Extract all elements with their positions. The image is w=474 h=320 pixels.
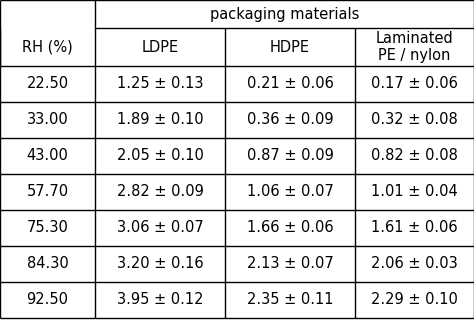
Text: 0.87 ± 0.09: 0.87 ± 0.09 (246, 148, 333, 164)
Text: 2.82 ± 0.09: 2.82 ± 0.09 (117, 185, 203, 199)
Text: 1.01 ± 0.04: 1.01 ± 0.04 (371, 185, 458, 199)
Text: 2.13 ± 0.07: 2.13 ± 0.07 (246, 257, 333, 271)
Text: 43.00: 43.00 (27, 148, 68, 164)
Text: 1.25 ± 0.13: 1.25 ± 0.13 (117, 76, 203, 92)
Text: 0.17 ± 0.06: 0.17 ± 0.06 (371, 76, 458, 92)
Text: 0.82 ± 0.08: 0.82 ± 0.08 (371, 148, 458, 164)
Text: RH (%): RH (%) (22, 39, 73, 54)
Text: Laminated
PE / nylon: Laminated PE / nylon (375, 31, 453, 63)
Text: 1.89 ± 0.10: 1.89 ± 0.10 (117, 113, 203, 127)
Text: 57.70: 57.70 (27, 185, 69, 199)
Text: 33.00: 33.00 (27, 113, 68, 127)
Text: 1.06 ± 0.07: 1.06 ± 0.07 (246, 185, 333, 199)
Text: 92.50: 92.50 (27, 292, 69, 308)
Text: 2.35 ± 0.11: 2.35 ± 0.11 (247, 292, 333, 308)
Text: 3.95 ± 0.12: 3.95 ± 0.12 (117, 292, 203, 308)
Text: 1.61 ± 0.06: 1.61 ± 0.06 (371, 220, 458, 236)
Text: 75.30: 75.30 (27, 220, 68, 236)
Text: 22.50: 22.50 (27, 76, 69, 92)
Text: 3.20 ± 0.16: 3.20 ± 0.16 (117, 257, 203, 271)
Text: 2.29 ± 0.10: 2.29 ± 0.10 (371, 292, 458, 308)
Text: HDPE: HDPE (270, 39, 310, 54)
Text: 0.21 ± 0.06: 0.21 ± 0.06 (246, 76, 333, 92)
Text: packaging materials: packaging materials (210, 6, 359, 21)
Text: 84.30: 84.30 (27, 257, 68, 271)
Text: 2.05 ± 0.10: 2.05 ± 0.10 (117, 148, 203, 164)
Text: 2.06 ± 0.03: 2.06 ± 0.03 (371, 257, 458, 271)
Text: 1.66 ± 0.06: 1.66 ± 0.06 (246, 220, 333, 236)
Text: 0.36 ± 0.09: 0.36 ± 0.09 (246, 113, 333, 127)
Text: 0.32 ± 0.08: 0.32 ± 0.08 (371, 113, 458, 127)
Text: 3.06 ± 0.07: 3.06 ± 0.07 (117, 220, 203, 236)
Text: LDPE: LDPE (141, 39, 179, 54)
